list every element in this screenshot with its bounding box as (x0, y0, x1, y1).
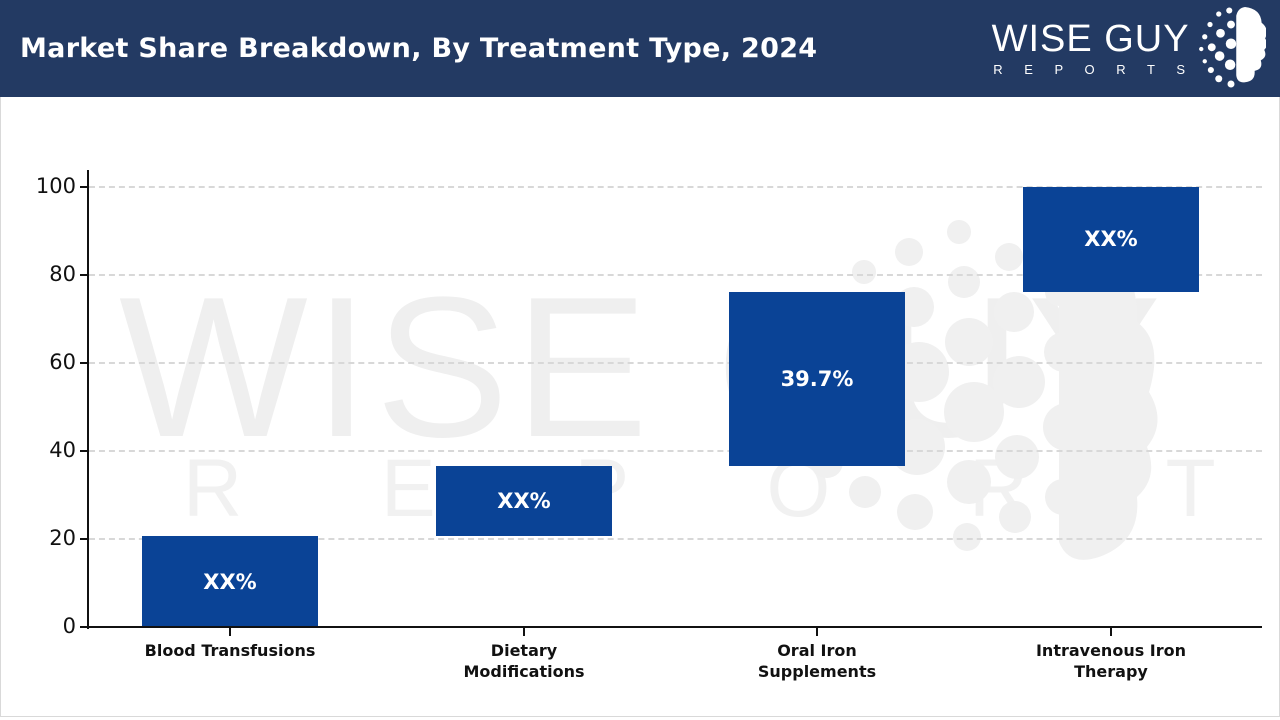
y-tick-60 (80, 362, 88, 364)
x-category-label: Dietary Modifications (463, 641, 585, 681)
header: Market Share Breakdown, By Treatment Typ… (0, 0, 1280, 97)
bar-segment: XX% (142, 536, 318, 627)
x-tick (523, 628, 525, 636)
y-tick-label-60: 60 (49, 350, 76, 374)
y-tick-40 (80, 450, 88, 452)
bar-segment: XX% (1023, 187, 1199, 292)
gridline-80 (89, 274, 1262, 276)
x-tick (229, 628, 231, 636)
y-tick-0 (80, 626, 88, 628)
x-tick (816, 628, 818, 636)
bar-value-label: XX% (203, 569, 257, 594)
gridline-100 (89, 186, 1262, 188)
bar-value-label: XX% (497, 489, 551, 514)
y-tick-20 (80, 538, 88, 540)
gridline-20 (89, 538, 1262, 540)
brand-logo: WISE GUY R E P O R T S (987, 5, 1266, 93)
y-tick-label-100: 100 (35, 174, 76, 198)
x-axis-line (87, 626, 1262, 628)
x-tick (1110, 628, 1112, 636)
x-category-label: Oral Iron Supplements (757, 641, 877, 681)
x-category-label: Intravenous Iron Therapy (1035, 641, 1187, 681)
bar-value-label: XX% (1084, 227, 1138, 252)
y-tick-label-0: 0 (62, 614, 76, 638)
logo-subtitle: R E P O R T S (993, 62, 1194, 77)
y-axis-line (87, 170, 89, 629)
dotted-head-icon (1199, 6, 1266, 87)
brand-logo-text: WISE GUY R E P O R T S (987, 20, 1194, 77)
gridline-60 (89, 362, 1262, 364)
logo-wordmark: WISE GUY (991, 18, 1190, 60)
y-tick-80 (80, 274, 88, 276)
page-title: Market Share Breakdown, By Treatment Typ… (20, 33, 818, 64)
y-tick-100 (80, 186, 88, 188)
bar-segment: XX% (436, 466, 612, 537)
gridline-40 (89, 450, 1262, 452)
y-tick-label-40: 40 (49, 438, 76, 462)
y-tick-label-80: 80 (49, 262, 76, 286)
bar-value-label: 39.7% (780, 367, 854, 392)
bar-segment: 39.7% (729, 291, 905, 467)
x-category-label: Blood Transfusions (144, 641, 316, 660)
y-tick-label-20: 20 (49, 526, 76, 550)
